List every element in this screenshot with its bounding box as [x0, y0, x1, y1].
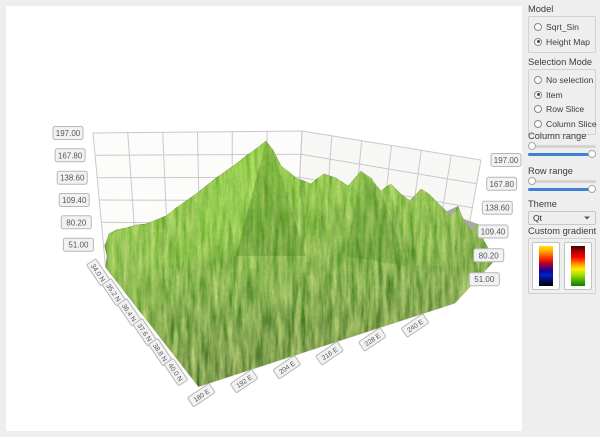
- svg-text:138.60: 138.60: [60, 174, 85, 183]
- svg-text:51.00: 51.00: [68, 241, 89, 250]
- svg-text:197.00: 197.00: [494, 156, 519, 165]
- svg-text:80.20: 80.20: [66, 218, 87, 227]
- svg-text:80.20: 80.20: [479, 251, 500, 260]
- svg-text:197.00: 197.00: [56, 129, 81, 138]
- svg-text:109.40: 109.40: [62, 196, 87, 205]
- svg-text:109.40: 109.40: [481, 228, 506, 237]
- svg-text:138.60: 138.60: [485, 204, 510, 213]
- svg-text:167.80: 167.80: [489, 180, 514, 189]
- svg-text:51.00: 51.00: [474, 275, 495, 284]
- svg-text:167.80: 167.80: [58, 151, 83, 160]
